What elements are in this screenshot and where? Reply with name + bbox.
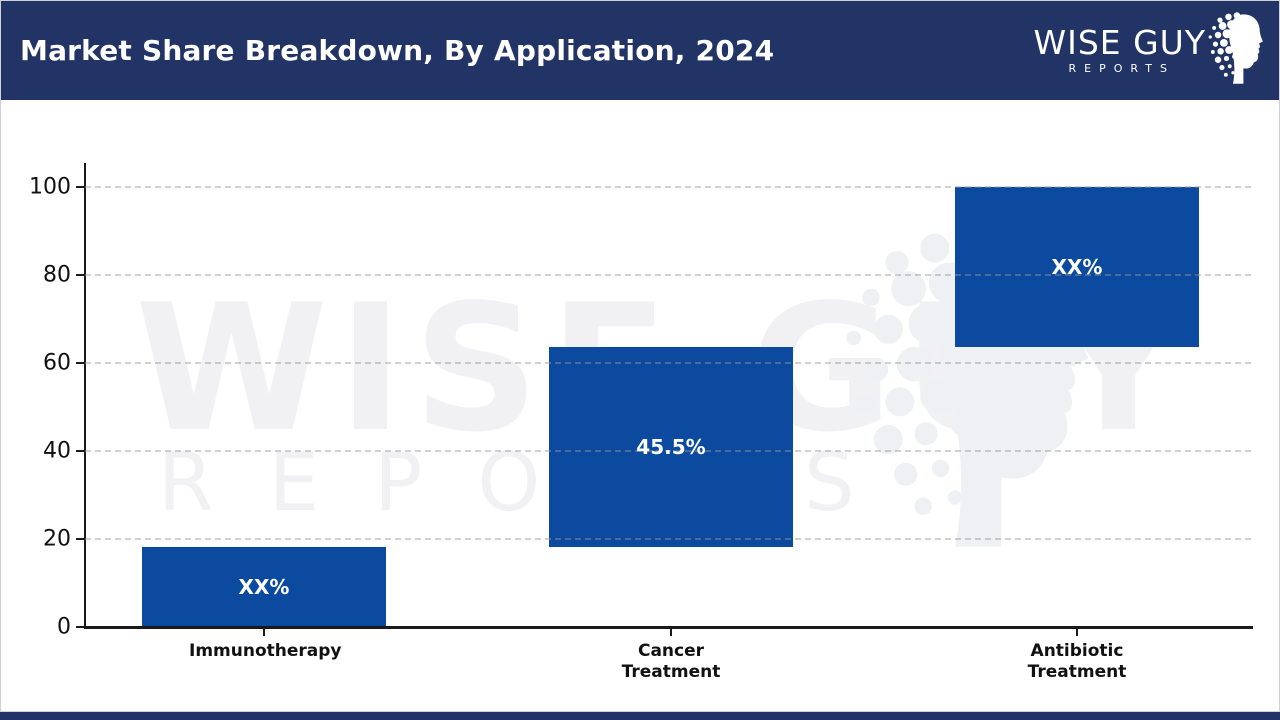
y-tick	[76, 450, 85, 452]
logo-subtext: REPORTS	[1068, 61, 1175, 75]
bar-value-label: XX%	[1051, 254, 1103, 279]
bar-value-label: XX%	[238, 574, 290, 599]
gridline	[85, 362, 1253, 364]
y-tick	[76, 186, 85, 188]
x-tick	[1076, 627, 1078, 636]
bar	[955, 187, 1199, 347]
y-tick-label: 0	[57, 614, 71, 640]
y-tick-label: 80	[43, 262, 71, 288]
bar	[142, 546, 386, 627]
x-axis-label: Immunotherapy	[189, 641, 342, 661]
bar	[549, 346, 793, 547]
x-axis-label: Antibiotic Treatment	[1027, 641, 1127, 683]
wiseguy-logo: WISE GUY REPORTS	[1033, 11, 1266, 89]
logo-text: WISE GUY REPORTS	[1033, 26, 1206, 75]
gridline	[85, 186, 1253, 188]
x-tick	[670, 627, 672, 636]
y-tick	[76, 362, 85, 364]
y-tick	[76, 538, 85, 540]
x-axis-label: Cancer Treatment	[621, 641, 721, 683]
footer-bar	[0, 712, 1280, 720]
y-tick	[76, 626, 85, 628]
bar-value-label: 45.5%	[636, 434, 706, 459]
gridline	[85, 538, 1253, 540]
y-tick-label: 40	[43, 438, 71, 464]
y-axis-line	[84, 163, 86, 628]
gridline	[85, 450, 1253, 452]
header: Market Share Breakdown, By Application, …	[0, 0, 1280, 100]
y-tick	[76, 274, 85, 276]
gridline	[85, 274, 1253, 276]
x-axis-line	[84, 626, 1253, 629]
logo-head-icon	[1208, 12, 1263, 84]
y-tick-label: 20	[43, 526, 71, 552]
page-title: Market Share Breakdown, By Application, …	[20, 33, 775, 67]
logo-wordmark: WISE GUY	[1033, 22, 1206, 62]
y-tick-label: 60	[43, 350, 71, 376]
y-tick-label: 100	[29, 174, 71, 200]
x-tick	[263, 627, 265, 636]
